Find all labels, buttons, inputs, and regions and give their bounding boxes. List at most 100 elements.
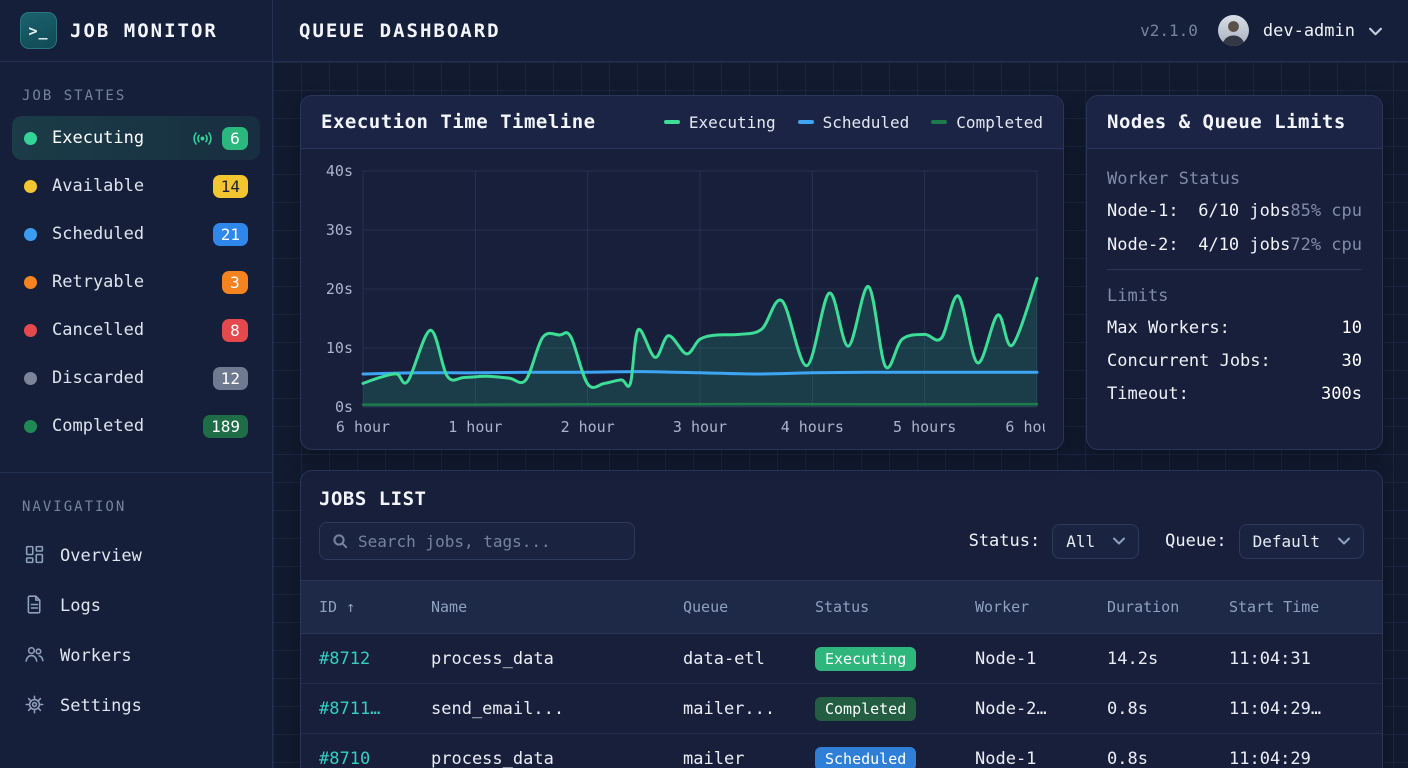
legend-item-executing[interactable]: Executing bbox=[663, 112, 776, 132]
sidebar-item-settings[interactable]: Settings bbox=[0, 681, 272, 731]
queue-filter[interactable]: Default bbox=[1238, 523, 1364, 559]
state-label: Cancelled bbox=[52, 320, 145, 340]
column-header-starttime[interactable]: Start Time bbox=[1229, 598, 1320, 616]
logs-icon bbox=[24, 594, 45, 619]
page-title: QUEUE DASHBOARD bbox=[299, 19, 501, 42]
sidebar: >_ JOB MONITOR JOB STATES Executing 6 Avai… bbox=[0, 0, 273, 768]
limits-label: Limits bbox=[1107, 286, 1169, 306]
worker-status-row: Node-2: 4/10 jobs 72% cpu bbox=[1107, 235, 1362, 255]
cell-duration: 0.8s bbox=[1107, 698, 1148, 719]
avatar[interactable] bbox=[1217, 15, 1249, 46]
node-jobs: 4/10 jobs bbox=[1198, 235, 1291, 255]
nav-label: Settings bbox=[60, 696, 142, 716]
column-header-worker[interactable]: Worker bbox=[975, 598, 1030, 616]
column-header-queue[interactable]: Queue bbox=[683, 598, 729, 616]
worker-status-list: Node-1: 6/10 jobs 85% cpu Node-2: 4/10 jobs 7… bbox=[1107, 201, 1362, 255]
status-badge: Scheduled bbox=[815, 746, 917, 768]
sidebar-item-workers[interactable]: Workers bbox=[0, 631, 272, 681]
sidebar-item-logs[interactable]: Logs bbox=[0, 581, 272, 631]
state-dot bbox=[24, 371, 37, 385]
cell-name: process_data bbox=[431, 648, 554, 669]
state-label: Retryable bbox=[52, 272, 145, 292]
sidebar-item-retryable[interactable]: Retryable 3 bbox=[12, 260, 260, 304]
legend-label: Executing bbox=[688, 112, 776, 132]
table-row[interactable]: #8711… send_email... mailer... Completed Nod… bbox=[301, 684, 1382, 734]
navigation-label: NAVIGATION bbox=[22, 499, 127, 515]
x-tick-label: 6 hour bbox=[336, 418, 390, 436]
legend-item-scheduled[interactable]: Scheduled bbox=[797, 112, 910, 132]
state-label: Completed bbox=[52, 416, 145, 436]
y-tick-label: 0s bbox=[335, 398, 353, 416]
sidebar-item-executing[interactable]: Executing 6 bbox=[12, 116, 260, 160]
timeline-card: Execution Time Timeline Executing Schedul… bbox=[300, 95, 1069, 451]
status-badge: Executing bbox=[815, 646, 917, 671]
limit-label: Timeout: bbox=[1107, 384, 1189, 404]
node-cpu: 72% cpu bbox=[1290, 235, 1362, 255]
nav-label: Overview bbox=[60, 546, 142, 566]
sidebar-item-cancelled[interactable]: Cancelled 8 bbox=[12, 308, 260, 352]
state-dot bbox=[24, 323, 37, 337]
jobs-table: ID ↑ Name Queue Status Worker Duration Start T… bbox=[301, 580, 1382, 768]
chart-body: 0s 10s 20s 30s 40s 6 hour 1 hour 2 hour 3 hour 4 … bbox=[301, 149, 1069, 451]
sidebar-item-completed[interactable]: Completed 189 bbox=[12, 404, 260, 448]
node-cpu: 85% cpu bbox=[1290, 201, 1362, 221]
search-icon bbox=[333, 534, 348, 549]
cell-status: Completed bbox=[815, 696, 975, 721]
limit-row: Max Workers: 10 bbox=[1107, 318, 1362, 338]
workers-icon bbox=[24, 644, 45, 669]
state-right: 189 bbox=[203, 414, 248, 438]
x-tick-label: 2 hour bbox=[561, 418, 615, 436]
sidebar-item-available[interactable]: Available 14 bbox=[12, 164, 260, 208]
dashboard-icon bbox=[24, 544, 45, 569]
table-row[interactable]: #8710 process_data mailer Scheduled Node-1 0.… bbox=[301, 734, 1382, 768]
column-header-id[interactable]: ID ↑ bbox=[319, 598, 356, 616]
legend-label: Scheduled bbox=[822, 112, 910, 132]
sidebar-item-discarded[interactable]: Discarded 12 bbox=[12, 356, 260, 400]
terminal-icon: >_ bbox=[20, 12, 57, 49]
sidebar-item-overview[interactable]: Overview bbox=[0, 531, 272, 581]
search-input[interactable] bbox=[358, 531, 622, 551]
node-name: Node-2: bbox=[1107, 235, 1179, 255]
cell-start: 11:04:29 bbox=[1229, 748, 1311, 768]
nav-label: Logs bbox=[60, 596, 101, 616]
count-badge: 14 bbox=[212, 174, 248, 198]
queue-filter-label: Queue: bbox=[1165, 531, 1227, 551]
sidebar-item-scheduled[interactable]: Scheduled 21 bbox=[12, 212, 260, 256]
jobs-header: JOBS LIST Status: All Queue: bbox=[301, 471, 1382, 560]
x-tick-label: 1 hour bbox=[448, 418, 502, 436]
count-badge: 12 bbox=[212, 366, 248, 390]
cell-id[interactable]: #8711… bbox=[319, 698, 381, 719]
limit-label: Concurrent Jobs: bbox=[1107, 351, 1271, 371]
column-header-status[interactable]: Status bbox=[815, 598, 870, 616]
state-right: 12 bbox=[212, 366, 248, 390]
column-header-duration[interactable]: Duration bbox=[1107, 598, 1180, 616]
legend-item-completed[interactable]: Completed bbox=[931, 113, 1043, 132]
column-header-name[interactable]: Name bbox=[431, 598, 468, 616]
chart-legend: Executing Scheduled Completed bbox=[663, 112, 1043, 132]
cell-queue: mailer... bbox=[683, 698, 776, 719]
nodes-title: Nodes & Queue Limits bbox=[1107, 111, 1346, 133]
x-tick-label: 4 hours bbox=[781, 418, 844, 436]
limit-row: Timeout: 300s bbox=[1107, 384, 1362, 404]
topbar: QUEUE DASHBOARD v2.1.0 dev-admin bbox=[273, 0, 1408, 62]
username: dev-admin bbox=[1262, 20, 1355, 41]
cell-id[interactable]: #8712 bbox=[319, 648, 371, 669]
table-row[interactable]: #8712 process_data data-etl Executing Node-1… bbox=[301, 634, 1382, 684]
brand[interactable]: >_ JOB MONITOR bbox=[0, 0, 272, 62]
job-states-label: JOB STATES bbox=[22, 88, 127, 104]
cell-id[interactable]: #8710 bbox=[319, 748, 371, 768]
legend-dash bbox=[931, 120, 948, 124]
status-filter[interactable]: All bbox=[1052, 523, 1140, 559]
state-right: 21 bbox=[212, 222, 248, 246]
chevron-down-icon[interactable] bbox=[1369, 21, 1382, 40]
state-label: Scheduled bbox=[52, 224, 145, 244]
brand-title: JOB MONITOR bbox=[70, 19, 218, 42]
job-states-list: Executing 6 Available 14 Scheduled 21 Retryabl… bbox=[0, 116, 272, 448]
status-badge: Completed bbox=[815, 696, 917, 721]
state-right: 8 bbox=[222, 318, 248, 342]
search-box[interactable] bbox=[319, 522, 635, 560]
legend-dash bbox=[797, 120, 814, 124]
limits-list: Max Workers: 10 Concurrent Jobs: 30 Timeout:… bbox=[1107, 318, 1362, 404]
status-filter-value: All bbox=[1066, 531, 1096, 551]
limit-value: 10 bbox=[1341, 318, 1362, 338]
